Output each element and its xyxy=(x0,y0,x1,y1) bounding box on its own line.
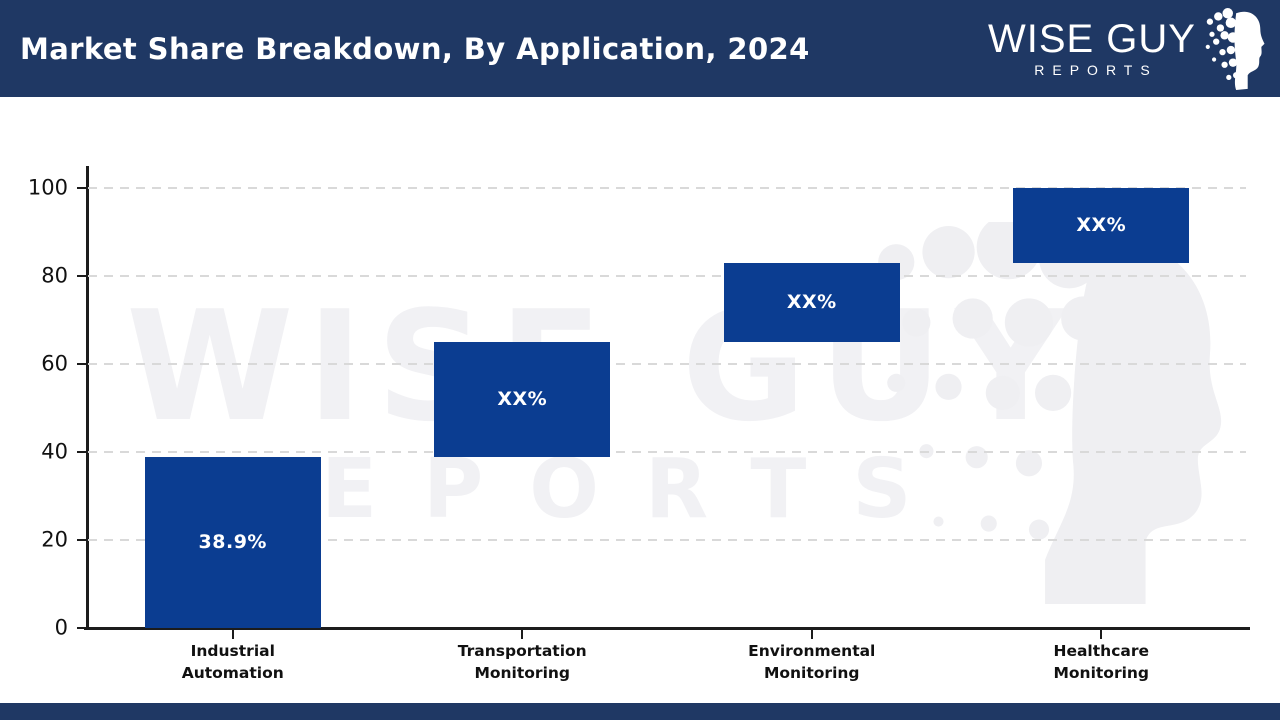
gridline-20 xyxy=(88,539,1246,541)
y-tick-mark-0 xyxy=(77,626,87,629)
gridline-40 xyxy=(88,451,1246,453)
logo-reports-label: REPORTS xyxy=(1034,62,1158,78)
y-tick-label-80: 80 xyxy=(41,263,68,288)
bar-value-label: XX% xyxy=(497,388,548,411)
bar-transportation-monitoring: XX% xyxy=(434,342,611,457)
bar-environmental-monitoring: XX% xyxy=(723,262,900,342)
footer-bar xyxy=(0,703,1280,720)
x-category-label: Healthcare Monitoring xyxy=(1053,642,1150,682)
y-tick-mark-20 xyxy=(77,538,87,541)
bar-value-label: 38.9% xyxy=(198,531,267,554)
logo-wiseguy-label: WISE GUY xyxy=(987,17,1196,61)
chart-title: Market Share Breakdown, By Application, … xyxy=(20,31,810,66)
x-tick-mark xyxy=(231,629,234,639)
y-tick-mark-60 xyxy=(77,362,87,365)
wiseguy-head-icon xyxy=(1205,7,1265,90)
y-tick-label-40: 40 xyxy=(41,439,68,464)
y-tick-mark-100 xyxy=(77,186,87,189)
bar-value-label: XX% xyxy=(786,291,837,314)
y-tick-label-100: 100 xyxy=(27,175,68,200)
bar-value-label: XX% xyxy=(1076,214,1127,237)
bar-healthcare-monitoring: XX% xyxy=(1013,188,1190,263)
x-axis-line xyxy=(84,626,1250,630)
x-tick-mark xyxy=(1100,629,1103,639)
y-tick-mark-80 xyxy=(77,274,87,277)
watermark-head-dots xyxy=(878,222,1222,604)
y-tick-mark-40 xyxy=(77,450,87,453)
header-bar: Market Share Breakdown, By Application, … xyxy=(0,0,1280,97)
gridline-80 xyxy=(88,275,1246,277)
y-axis-line xyxy=(86,166,89,628)
x-tick-mark xyxy=(521,629,524,639)
gridline-100 xyxy=(88,187,1246,189)
y-tick-label-20: 20 xyxy=(41,527,68,552)
wiseguy-logo: WISE GUY REPORTS xyxy=(988,7,1266,91)
x-category-label: Environmental Monitoring xyxy=(748,642,876,682)
y-tick-label-0: 0 xyxy=(54,615,68,640)
wiseguy-logo-text: WISE GUY REPORTS xyxy=(988,19,1196,78)
x-category-label: Industrial Automation xyxy=(181,642,284,682)
gridline-60 xyxy=(88,363,1246,365)
y-tick-label-60: 60 xyxy=(41,351,68,376)
x-category-label: Transportation Monitoring xyxy=(457,642,587,682)
watermark-reports-text: REPORTS xyxy=(212,442,958,537)
x-tick-mark xyxy=(810,629,813,639)
plot-area: 0 20 40 60 80 100 38.9% Industrial Automation XX… xyxy=(28,166,1250,682)
bar-industrial-automation: 38.9% xyxy=(144,456,321,628)
